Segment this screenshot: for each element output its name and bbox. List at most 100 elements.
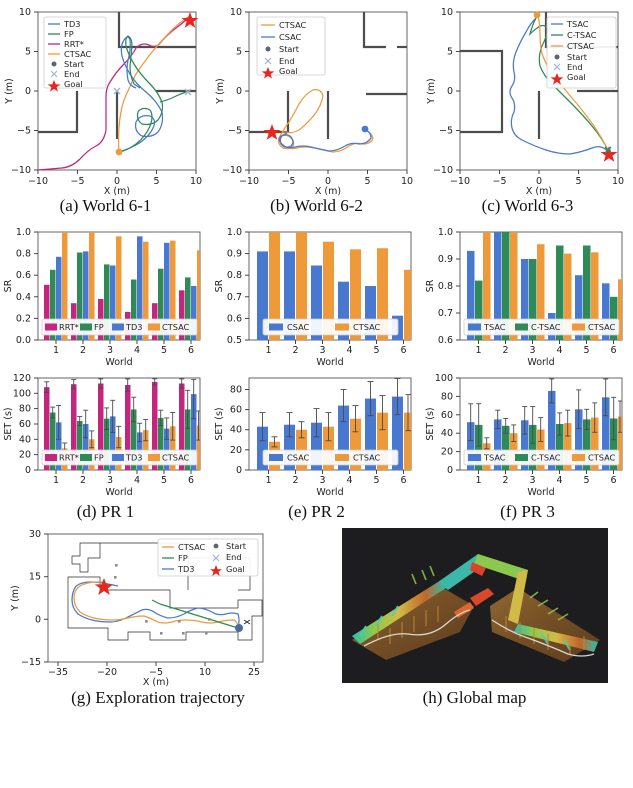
legend-label-td3-dset: TD3: [125, 453, 143, 463]
svg-text:25: 25: [248, 667, 260, 678]
end-marker-g: [243, 619, 251, 625]
legend-pr2-sr[interactable]: CSAC CTSAC: [262, 318, 399, 336]
panel-global-map: [316, 528, 633, 688]
legend-label-end-a: End: [64, 69, 80, 79]
x-axis-label-pr3-sr: World: [527, 357, 554, 368]
caption-row-1: (a) World 6-1 (b) World 6-2 (c) World 6-…: [0, 196, 633, 216]
svg-text:1.0: 1.0: [227, 227, 242, 238]
svg-text:6: 6: [610, 345, 616, 356]
svg-text:40: 40: [19, 434, 31, 445]
svg-text:4: 4: [346, 345, 352, 356]
y-axis-label-a: Y (m): [4, 78, 15, 105]
legend-pr1-sr[interactable]: RRT* FP TD3 CTSAC: [41, 318, 198, 336]
svg-text:60: 60: [230, 405, 242, 416]
legend-label-ctsac-fset: CTSAC: [588, 453, 616, 463]
legend-g[interactable]: CTSAC FP TD3 Start End Goal: [157, 538, 259, 577]
legend-c[interactable]: TSAC C-TSAC CTSAC Start End Goal: [546, 16, 617, 89]
svg-text:1: 1: [265, 475, 271, 486]
svg-text:10: 10: [441, 7, 453, 18]
svg-text:1: 1: [265, 345, 271, 356]
panel-pr3-set: 100 80 60 40 20 0 SET (s): [422, 372, 633, 502]
svg-text:5: 5: [583, 475, 589, 486]
markers-c: [533, 11, 618, 162]
svg-text:0: 0: [447, 465, 453, 476]
goal-marker-a: [181, 12, 199, 28]
y-axis-g: 30 15 0 −15 Y (m): [10, 529, 48, 668]
svg-text:6: 6: [610, 475, 616, 486]
svg-text:−5: −5: [70, 176, 84, 187]
legend-pr1-set[interactable]: RRT* FP TD3 CTSAC: [41, 449, 198, 466]
legend-pr2-set[interactable]: CSAC CTSAC: [262, 449, 399, 466]
svg-text:−5: −5: [228, 126, 242, 137]
caption-b: (b) World 6-2: [270, 196, 363, 215]
caption-a: (a) World 6-1: [59, 196, 152, 215]
legend-label-goal-g: Goal: [226, 564, 245, 574]
walls-c: [460, 12, 618, 139]
x-axis-g: −35 −20 −5 10 25 X (m): [48, 662, 260, 688]
y-axis-label-pr3-set: SET (s): [425, 407, 436, 440]
legend-label-end-g: End: [226, 552, 242, 562]
svg-text:0.8: 0.8: [438, 281, 453, 292]
svg-text:4: 4: [134, 475, 140, 486]
svg-text:1: 1: [475, 345, 481, 356]
x-axis-label-a: X (m): [104, 186, 130, 196]
svg-text:5: 5: [161, 475, 167, 486]
svg-text:0.6: 0.6: [438, 335, 453, 346]
trajectories-g: [71, 581, 240, 629]
svg-text:0.6: 0.6: [227, 313, 242, 324]
svg-text:5: 5: [575, 176, 581, 187]
legend-pr3-set[interactable]: TSAC C-TSAC CTSAC: [463, 449, 620, 466]
x-axis-label-pr1-sr: World: [105, 357, 132, 368]
svg-text:2: 2: [502, 475, 508, 486]
legend-label-ctsac-c: CTSAC: [567, 41, 595, 51]
svg-text:20: 20: [230, 445, 242, 456]
svg-text:6: 6: [400, 345, 406, 356]
x-axis-label-b: X (m): [315, 186, 341, 196]
y-axis-c: 10 5 0 −5 −10 Y (m): [426, 7, 460, 176]
svg-text:4: 4: [134, 345, 140, 356]
svg-text:2: 2: [292, 345, 298, 356]
svg-text:0.4: 0.4: [16, 292, 31, 303]
panel-pr1-sr: 1.0 0.8 0.6 0.4 0.2 0.0 SR: [0, 224, 211, 372]
svg-text:0.2: 0.2: [16, 313, 31, 324]
x-axis-a: −10 −5 0 5 10 X (m): [28, 170, 202, 196]
svg-text:0: 0: [325, 176, 331, 187]
legend-b[interactable]: CTSAC CSAC Start End Goal: [256, 16, 326, 79]
error-bars-pr1-set: [44, 378, 200, 455]
caption-d: (d) PR 1: [76, 502, 135, 521]
walls-a: [38, 12, 196, 139]
end-marker-c: [604, 146, 612, 154]
legend-a[interactable]: TD3 FP RRT* CTSAC Start End Goal: [43, 16, 107, 92]
y-axis-label-pr2-set: SET (s): [214, 407, 225, 440]
chart-pr1-set: 120 100 80 60 40 20 0 SET (s): [3, 373, 201, 498]
caption-g: (g) Exploration trajectory: [71, 688, 245, 707]
map-trajectory-right: [491, 619, 594, 657]
svg-text:80: 80: [19, 404, 31, 415]
map-trajectory-left: [363, 609, 470, 647]
caption-e: (e) PR 2: [288, 502, 345, 521]
legend-label-tsac-c: TSAC: [566, 19, 589, 29]
svg-text:10: 10: [612, 176, 624, 187]
y-axis-label-pr1-set: SET (s): [3, 407, 14, 440]
legend-label-csac-e: CSAC: [287, 322, 310, 332]
svg-text:10: 10: [230, 7, 242, 18]
svg-text:−10: −10: [239, 176, 259, 187]
start-marker-a: [115, 148, 123, 156]
legend-label-start-b: Start: [279, 44, 300, 54]
legend-pr3-sr[interactable]: TSAC C-TSAC CTSAC: [463, 318, 620, 336]
svg-text:5: 5: [373, 345, 379, 356]
svg-text:−5: −5: [281, 176, 295, 187]
svg-text:6: 6: [188, 475, 194, 486]
plot-world-6-2: 10 5 0 −5 −10 Y (m) −10 −5 0 5 10 X (m): [215, 7, 413, 196]
bottom-row: 30 15 0 −15 Y (m) −35 −20 −5 10 25 X (m): [0, 528, 633, 688]
legend-label-ctsac-e: CTSAC: [353, 322, 381, 332]
legend-label-goal-a: Goal: [64, 79, 83, 89]
svg-text:0: 0: [114, 176, 120, 187]
plot-world-6-1: 10 5 0 −5 −10 Y (m) −10 −5 0 5 10 X (m): [4, 7, 202, 196]
y-axis-pr1-sr: 1.0 0.8 0.6 0.4 0.2 0.0 SR: [3, 227, 38, 346]
legend-label-tsac-fset: TSAC: [483, 453, 506, 463]
legend-label-start-c: Start: [567, 52, 588, 62]
start-marker-g: [235, 624, 243, 632]
svg-text:10: 10: [19, 7, 31, 18]
svg-text:0.9: 0.9: [227, 249, 242, 260]
